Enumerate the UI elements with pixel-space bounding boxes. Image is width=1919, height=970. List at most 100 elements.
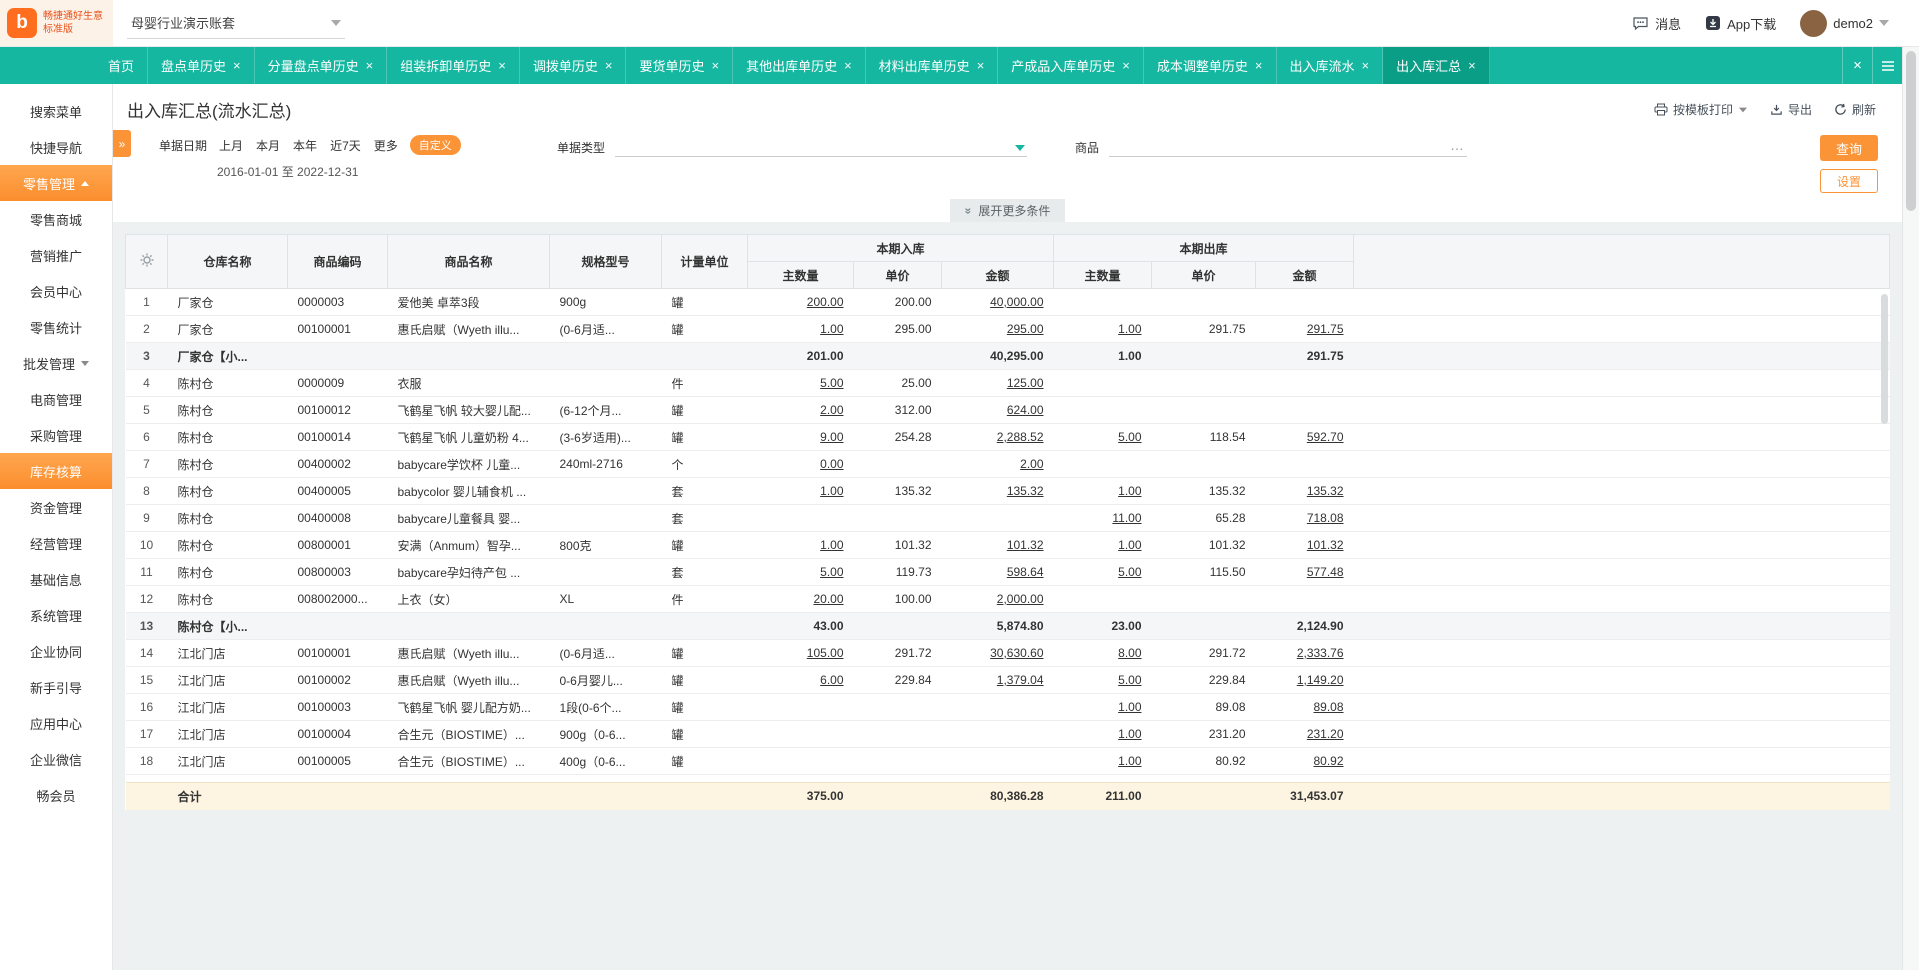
tab[interactable]: 其他出库单历史 × [733, 47, 866, 84]
drill-link[interactable]: 11.00 [1112, 511, 1142, 525]
col-header-in-price[interactable]: 单价 [853, 261, 942, 289]
table-row[interactable]: 15 江北门店 00100002 惠氏启赋（Wyeth illu... 0-6月婴儿..… [125, 666, 1890, 694]
sidebar-item[interactable]: 零售统计 [0, 309, 112, 345]
drill-link[interactable]: 1,379.04 [996, 673, 1044, 687]
sidebar-item[interactable]: 采购管理 [0, 417, 112, 453]
table-row[interactable]: 9 陈村仓 00400008 babycare儿童餐具 婴... 套 11.00 65.28… [125, 504, 1890, 532]
table-scrollbar[interactable] [1881, 294, 1888, 424]
date-quick-link[interactable]: 近7天 [330, 138, 361, 153]
sidebar-item[interactable]: 资金管理 [0, 489, 112, 525]
drill-link[interactable]: 8.00 [1118, 646, 1142, 660]
drill-link[interactable]: 101.32 [1306, 538, 1344, 552]
drill-link[interactable]: 1.00 [1118, 727, 1142, 741]
col-header-in-qty[interactable]: 主数量 [747, 261, 854, 289]
drill-link[interactable]: 1.00 [820, 538, 844, 552]
drill-link[interactable]: 5.00 [820, 376, 844, 390]
col-header-warehouse[interactable]: 仓库名称 [167, 234, 288, 289]
col-header-out-amount[interactable]: 金额 [1255, 261, 1355, 289]
sidebar-item[interactable]: 新手引导 [0, 669, 112, 705]
drill-link[interactable]: 2,333.76 [1296, 646, 1344, 660]
col-header-unit[interactable]: 计量单位 [661, 234, 748, 289]
table-row[interactable]: 16 江北门店 00100003 飞鹤星飞帆 婴儿配方奶... 1段(0-6个... 罐 1… [125, 693, 1890, 721]
doc-type-select[interactable] [615, 137, 1027, 157]
tab[interactable]: 调拨单历史 × [520, 47, 627, 84]
table-row[interactable]: 4 陈村仓 0000009 衣服件 5.00 25.00 125.00 [125, 369, 1890, 397]
date-quick-link[interactable]: 更多 [373, 138, 398, 153]
sidebar-item[interactable]: 批发管理 [0, 345, 112, 381]
col-header-in-amount[interactable]: 金额 [940, 261, 1055, 289]
tab-close-icon[interactable]: × [1361, 58, 1370, 73]
sidebar-item[interactable]: 营销推广 [0, 237, 112, 273]
table-row[interactable]: 11 陈村仓 00800003 babycare孕妇待产包 ... 套 5.00 119.7… [125, 558, 1890, 586]
sidebar-item[interactable]: 会员中心 [0, 273, 112, 309]
close-tab-button[interactable]: × [1842, 47, 1872, 84]
more-options-icon[interactable]: … [1450, 137, 1465, 153]
tab[interactable]: 材料出库单历史 × [866, 47, 999, 84]
drill-link[interactable]: 2,288.52 [996, 430, 1044, 444]
messages-button[interactable]: 消息 [1632, 14, 1681, 33]
table-row[interactable]: 7 陈村仓 00400002 babycare学饮杯 儿童... 240ml-2716 个… [125, 450, 1890, 478]
refresh-button[interactable]: 刷新 [1834, 101, 1876, 118]
drill-link[interactable]: 5.00 [820, 565, 844, 579]
drill-link[interactable]: 0.00 [820, 457, 844, 471]
tab[interactable]: 出入库流水 × [1277, 47, 1384, 84]
drill-link[interactable]: 6.00 [820, 673, 844, 687]
drill-link[interactable]: 5.00 [1118, 673, 1142, 687]
table-row[interactable]: 8 陈村仓 00400005 babycolor 婴儿辅食机 ... 套 1.00 135.… [125, 477, 1890, 505]
drill-link[interactable]: 1.00 [820, 484, 844, 498]
tab-close-icon[interactable]: × [1468, 58, 1476, 73]
custom-date-badge[interactable]: 自定义 [409, 135, 461, 155]
drill-link[interactable]: 1.00 [1118, 484, 1142, 498]
drill-link[interactable]: 30,630.60 [990, 646, 1044, 660]
drill-link[interactable]: 101.32 [1006, 538, 1044, 552]
drill-link[interactable]: 1.00 [1118, 754, 1142, 768]
sidebar-item[interactable]: 应用中心 [0, 705, 112, 741]
table-row[interactable]: 12 陈村仓 008002000... 上衣（女） XL 件 20.00 100.00 2,00… [125, 585, 1890, 613]
settings-button[interactable]: 设置 [1820, 169, 1878, 193]
date-quick-link[interactable]: 上月 [219, 138, 244, 153]
sidebar-item[interactable]: 零售管理 [0, 165, 112, 201]
sidebar-item[interactable]: 畅会员 [0, 777, 112, 813]
sidebar-item[interactable]: 库存核算 [0, 453, 112, 489]
sidebar-item[interactable]: 快捷导航 [0, 129, 112, 165]
tab[interactable]: 盘点单历史 × [148, 47, 255, 84]
tab[interactable]: 成本调整单历史 × [1144, 47, 1277, 84]
drill-link[interactable]: 2.00 [820, 403, 844, 417]
col-header-name[interactable]: 商品名称 [387, 234, 550, 289]
tab-close-icon[interactable]: × [604, 58, 613, 73]
drill-link[interactable]: 624.00 [1006, 403, 1044, 417]
table-row[interactable]: 6 陈村仓 00100014 飞鹤星飞帆 儿童奶粉 4... (3-6岁适用)... 罐 9… [125, 423, 1890, 451]
drill-link[interactable]: 135.32 [1306, 484, 1344, 498]
tab-close-icon[interactable]: × [233, 58, 241, 73]
drill-link[interactable]: 80.92 [1313, 754, 1344, 768]
tab[interactable]: 要货单历史 × [626, 47, 734, 84]
sidebar-item[interactable]: 企业协同 [0, 633, 112, 669]
drill-link[interactable]: 1.00 [1118, 322, 1142, 336]
col-header-out-qty[interactable]: 主数量 [1053, 261, 1153, 289]
drill-link[interactable]: 89.08 [1313, 700, 1344, 714]
tab[interactable]: 组装拆卸单历史 × [387, 47, 520, 84]
tab[interactable]: 出入库汇总 × [1383, 47, 1490, 84]
drill-link[interactable]: 718.08 [1306, 511, 1344, 525]
drill-link[interactable]: 5.00 [1118, 430, 1142, 444]
user-menu[interactable]: demo2 [1800, 9, 1889, 37]
tab[interactable]: 分量盘点单历史 × [255, 47, 388, 84]
tab-close-icon[interactable]: × [498, 58, 506, 73]
drill-link[interactable]: 9.00 [820, 430, 844, 444]
tab-close-icon[interactable]: × [365, 58, 374, 73]
drill-link[interactable]: 592.70 [1306, 430, 1344, 444]
column-settings-button[interactable] [125, 234, 168, 289]
drill-link[interactable]: 125.00 [1006, 376, 1044, 390]
col-header-out-price[interactable]: 单价 [1151, 261, 1257, 289]
summary-row[interactable]: 3 厂家仓【小... 201.00 40,295.00 1.00 291.75 [125, 342, 1890, 370]
sidebar-item[interactable]: 基础信息 [0, 561, 112, 597]
table-row[interactable]: 1 厂家仓 0000003 爱他美 卓萃3段 900g 罐 200.00 200.00 40,0… [125, 288, 1890, 316]
tab-close-icon[interactable]: × [1254, 58, 1263, 73]
print-by-template-button[interactable]: 按模板打印 [1654, 101, 1748, 118]
tab-menu-button[interactable] [1872, 47, 1902, 84]
tab[interactable]: 首页 [95, 47, 149, 84]
drill-link[interactable]: 1.00 [1118, 538, 1142, 552]
logo[interactable]: b 畅捷通好生意 标准版 [0, 0, 113, 46]
sidebar-item[interactable]: 企业微信 [0, 741, 112, 777]
page-scrollbar-thumb[interactable] [1906, 51, 1916, 211]
